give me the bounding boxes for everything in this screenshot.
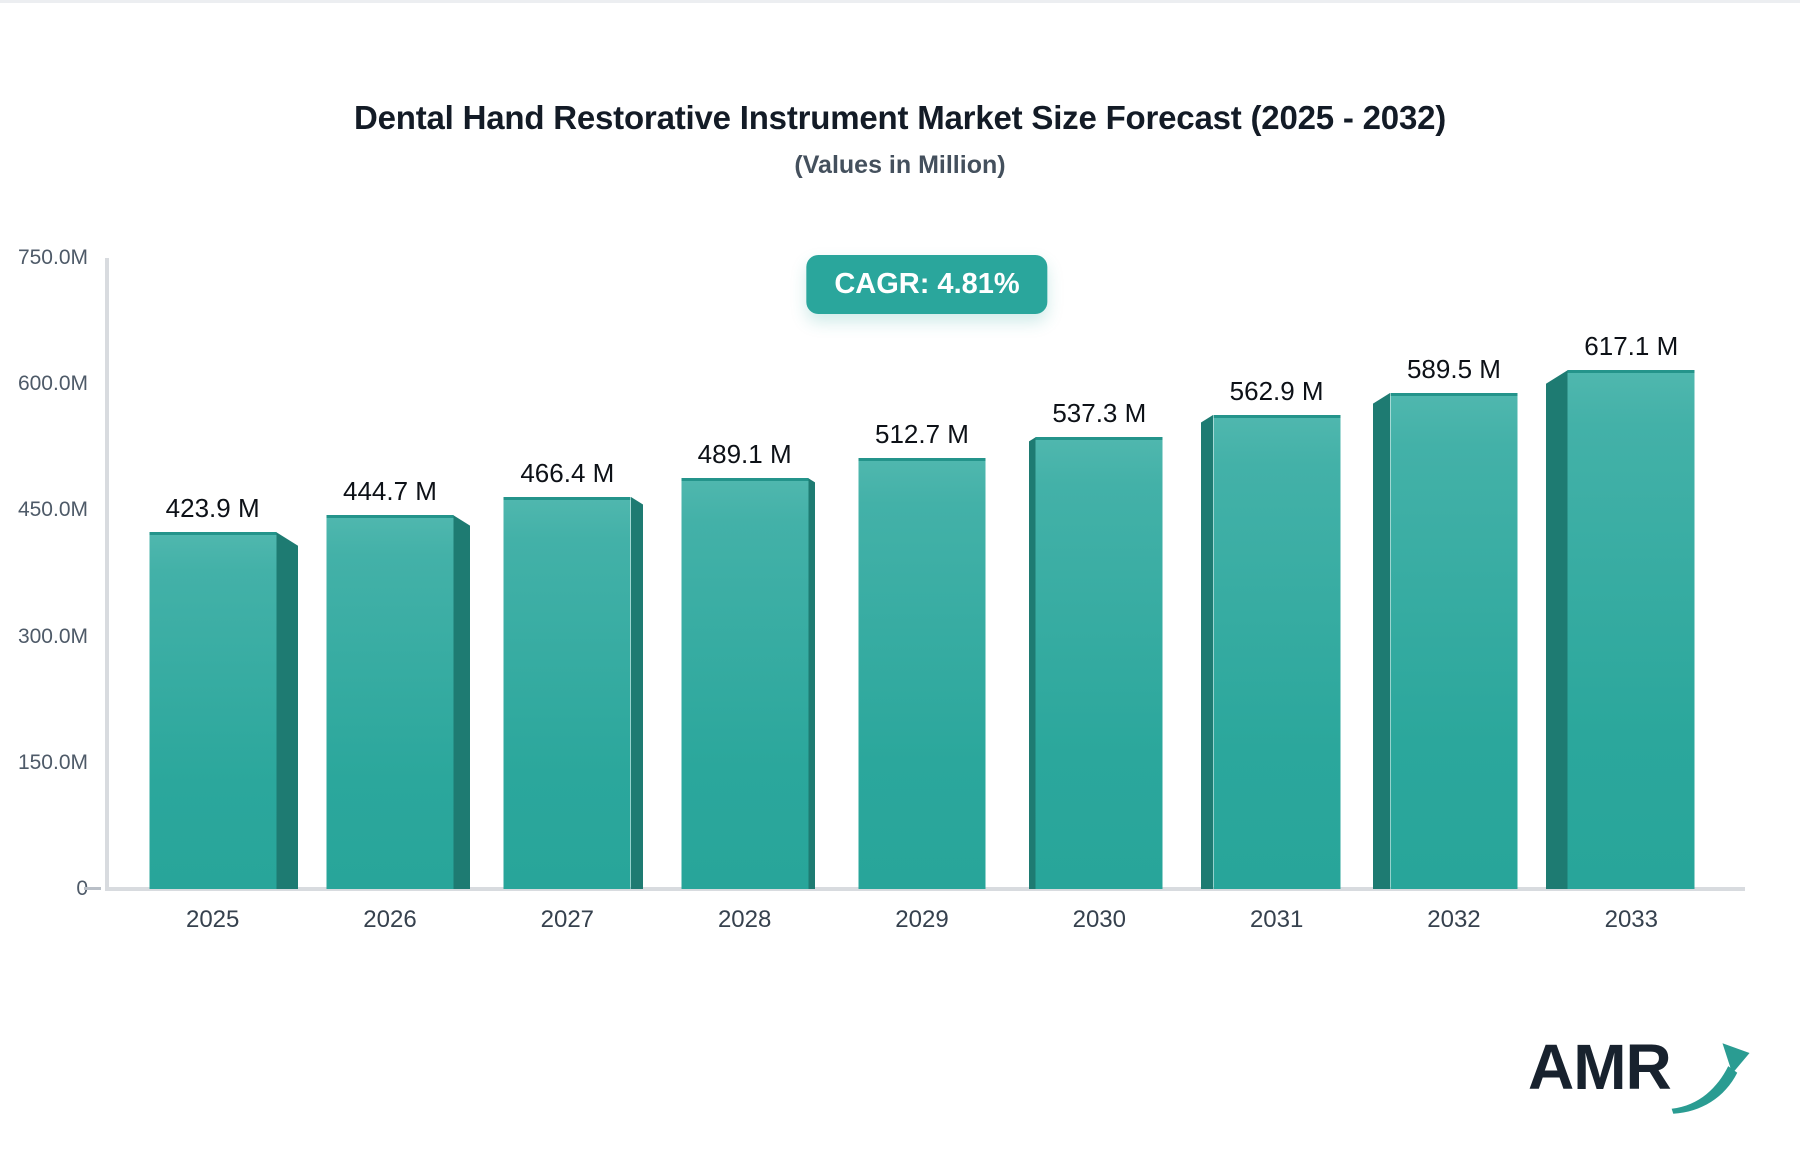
bar-value-label: 617.1 M (1584, 330, 1679, 361)
x-axis-label: 2027 (540, 906, 595, 933)
bar-value-label: 444.7 M (343, 475, 437, 506)
bar-side-face (808, 477, 816, 889)
y-axis-label: 150.0M (17, 750, 88, 774)
bar-value-label: 423.9 M (165, 493, 260, 524)
bar-side-face (453, 514, 471, 889)
bar-face (858, 457, 986, 889)
x-axis-label: 2028 (717, 906, 772, 933)
y-axis-label: 600.0M (17, 372, 88, 396)
chart-subtitle: (Values in Million) (794, 151, 1006, 179)
bar-face (503, 496, 631, 889)
cagr-badge: CAGR: 4.81% (806, 255, 1048, 314)
bar-value-label: 512.7 M (874, 418, 969, 449)
bar-column: 562.9 M (1188, 258, 1365, 889)
chart-title: Dental Hand Restorative Instrument Marke… (353, 99, 1447, 136)
bar-face (1035, 436, 1163, 889)
bar-column: 617.1 M (1543, 258, 1720, 889)
bar-column: 423.9 M (124, 258, 301, 889)
amr-logo-text: AMR (1528, 1031, 1672, 1103)
x-axis-label: 2032 (1427, 906, 1481, 933)
bar-side-face (1545, 369, 1568, 889)
bar-face (1390, 393, 1518, 889)
bar-face (681, 477, 809, 889)
x-axis-label: 2026 (363, 906, 417, 933)
bar-side-face (276, 532, 299, 889)
bar-value-label: 537.3 M (1052, 397, 1147, 428)
x-axis-label: 2025 (185, 906, 240, 933)
y-axis-label: 450.0M (17, 498, 88, 522)
bar-face (1567, 369, 1695, 889)
y-axis-label: 750.0M (17, 246, 88, 269)
growth-arrow-icon (1671, 1043, 1750, 1114)
zero-tick (84, 887, 101, 890)
bar-face (326, 514, 454, 889)
x-axis-line (105, 887, 1745, 891)
bar-side-face (1028, 436, 1036, 889)
bar-value-label: 489.1 M (697, 438, 792, 469)
bar-column: 489.1 M (656, 258, 833, 889)
amr-logo: AMR (1528, 1029, 1757, 1117)
bar-column: 537.3 M (1011, 258, 1188, 889)
x-axis-label: 2030 (1072, 906, 1126, 933)
bar-value-label: 589.5 M (1406, 354, 1501, 385)
bar-side-face (1373, 393, 1391, 889)
y-axis-label: 0 (76, 877, 88, 900)
bar-side-face (630, 496, 643, 889)
bar-column: 444.7 M (301, 258, 478, 889)
bar-column: 512.7 M (833, 258, 1010, 889)
x-axis-labels: 2025 2026 2027 2028 2029 2030 2031 2032 2033 (124, 906, 1720, 934)
bar-face (1213, 415, 1341, 889)
x-axis-label: 2029 (895, 906, 949, 933)
bar-value-label: 466.4 M (520, 457, 615, 488)
y-axis-line (105, 258, 109, 889)
bar-side-face (1201, 415, 1214, 889)
y-axis-label: 300.0M (17, 624, 88, 648)
bar-column: 589.5 M (1365, 258, 1542, 889)
x-axis-label: 2033 (1604, 906, 1658, 933)
bar-value-label: 562.9 M (1229, 376, 1324, 407)
bar-column: 466.4 M (479, 258, 656, 889)
bars: 423.9 M 444.7 M 466.4 M 489.1 M 512.7 M 537.3… (124, 258, 1720, 889)
bar-face (149, 532, 277, 889)
x-axis-label: 2031 (1249, 906, 1304, 933)
